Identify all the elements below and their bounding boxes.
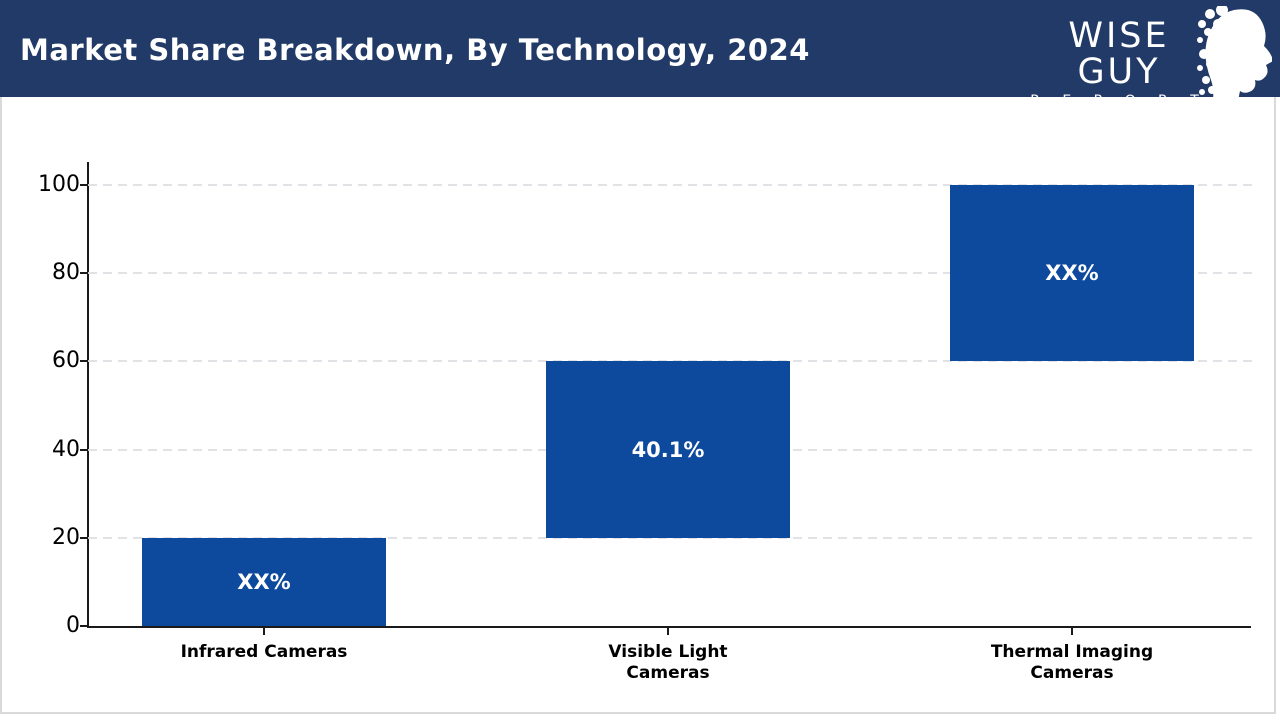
- x-tick-mark: [667, 628, 669, 635]
- bar-value-label: XX%: [1045, 261, 1099, 286]
- y-tick-label: 40: [52, 436, 80, 462]
- y-tick-label: 100: [38, 172, 80, 197]
- gridline: [88, 184, 1252, 186]
- bar-segment: [950, 185, 1194, 362]
- bar-chart: 0 20 40 60 80 100 XX% 40.1% XX% Infrared Cameras V…: [0, 97, 1280, 720]
- bar-value-label: XX%: [237, 569, 291, 594]
- wise-guy-reports-logo: WISE GUY R E P O R T S: [1028, 4, 1272, 127]
- logo-wiseguy-text: WISE GUY: [1068, 16, 1170, 92]
- y-tick-mark: [80, 625, 87, 627]
- y-tick-label: 0: [66, 613, 80, 638]
- x-category-label: Visible Light Cameras: [608, 642, 728, 683]
- x-tick-mark: [1071, 628, 1073, 635]
- bar-segment: [546, 361, 790, 538]
- y-tick-label: 60: [52, 348, 80, 374]
- y-tick-mark: [80, 360, 87, 363]
- y-tick-mark: [80, 536, 87, 539]
- logo-head-icon: [1197, 6, 1272, 98]
- y-tick-label: 20: [52, 524, 80, 550]
- bar-value-label: 40.1%: [631, 437, 705, 462]
- header-bar: Market Share Breakdown, By Technology, 2…: [0, 0, 1280, 127]
- bar-segment: [142, 537, 386, 626]
- y-tick-mark: [80, 448, 87, 451]
- x-axis-line: [87, 626, 1251, 628]
- gridline: [88, 272, 1252, 275]
- y-tick-mark: [80, 272, 87, 275]
- gridline: [88, 536, 1252, 539]
- x-category-label: Thermal Imaging Cameras: [990, 642, 1154, 683]
- y-axis-line: [87, 162, 89, 626]
- x-category-label: Infrared Cameras: [180, 642, 348, 662]
- y-tick-mark: [80, 184, 87, 186]
- x-tick-mark: [263, 628, 265, 635]
- page-title: Market Share Breakdown, By Technology, 2…: [20, 33, 810, 67]
- y-tick-label: 80: [52, 260, 80, 286]
